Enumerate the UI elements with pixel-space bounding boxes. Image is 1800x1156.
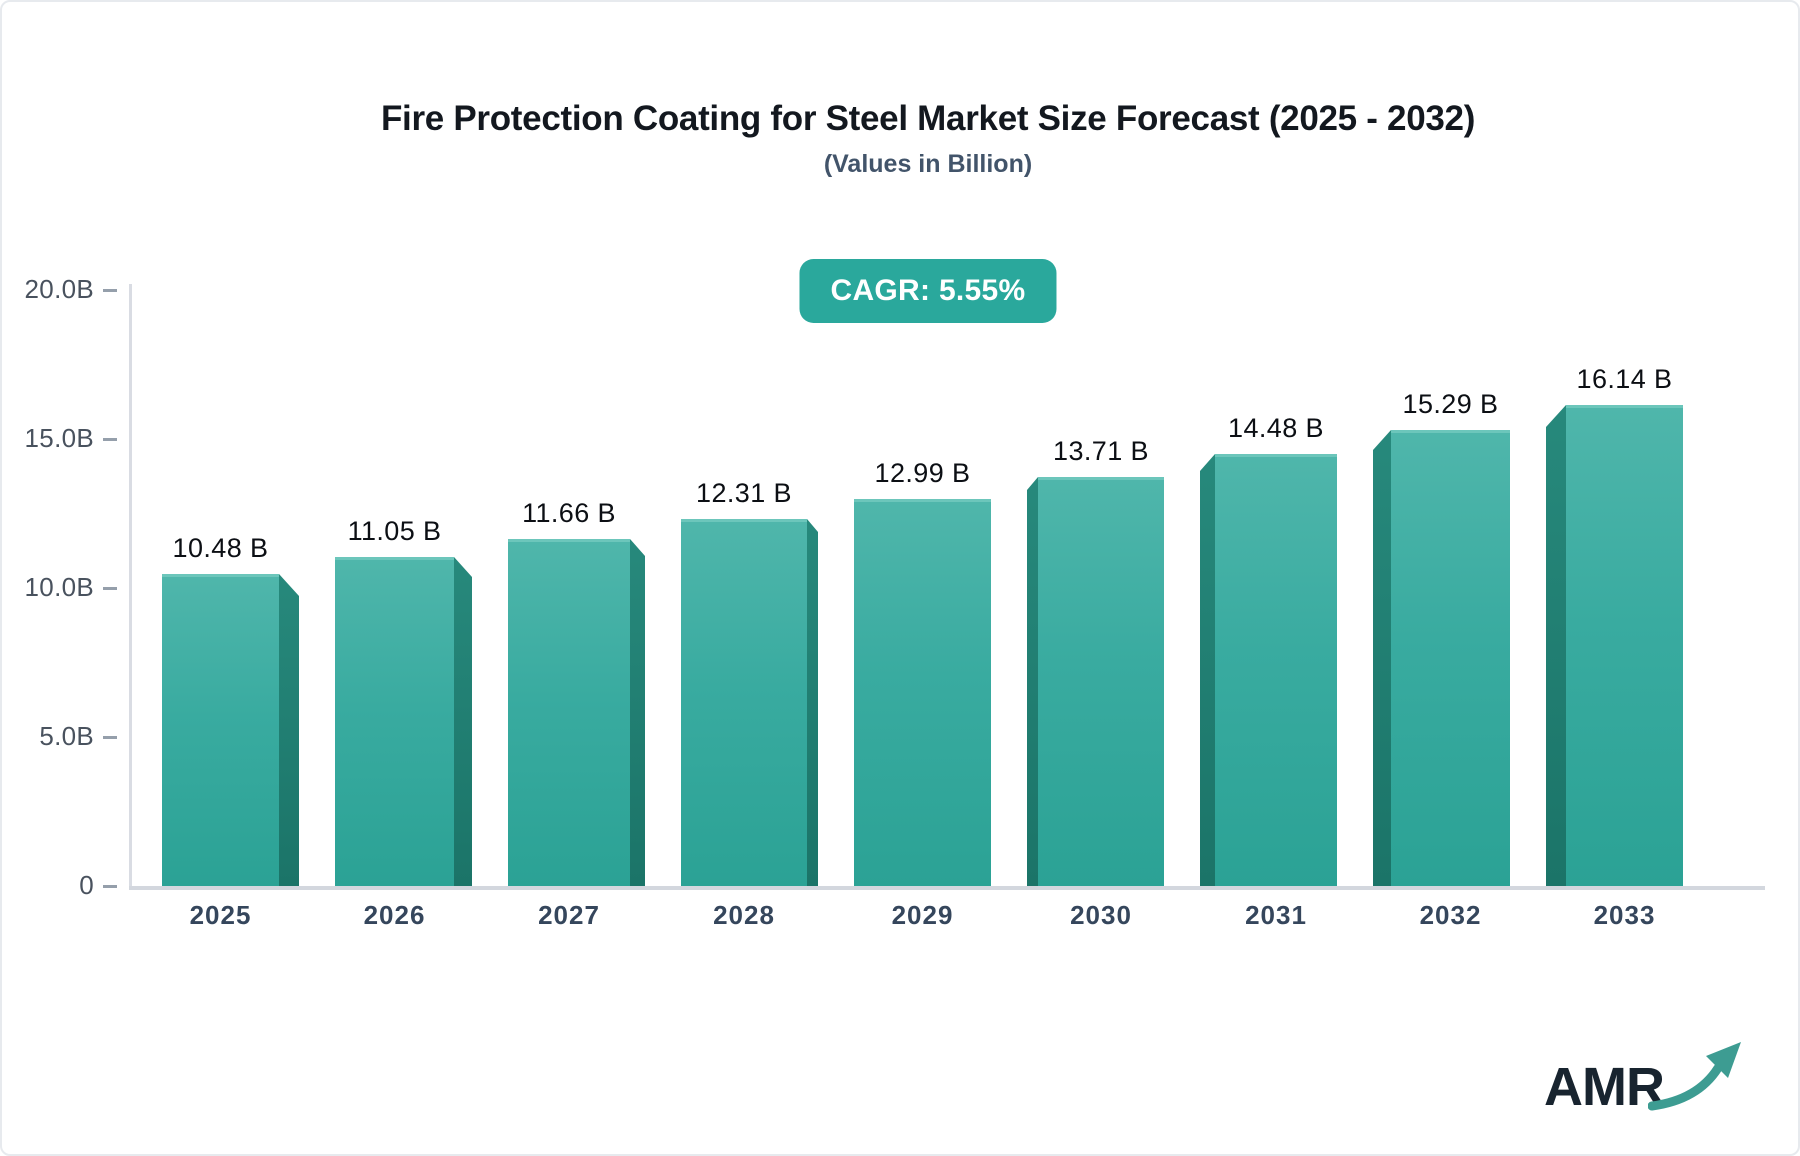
- bar-value-label-2028: 12.31 B: [696, 478, 792, 508]
- bar-side-2026: [454, 557, 472, 886]
- bar-value-label-2027: 11.66 B: [522, 498, 616, 528]
- bar-side-2031: [1200, 454, 1215, 886]
- x-axis-label-2028: 2028: [713, 900, 775, 930]
- x-axis-label-2026: 2026: [363, 900, 426, 930]
- amr-logo-text: AMR: [1544, 1057, 1665, 1117]
- y-axis-line: [129, 284, 132, 890]
- bar-2027: [508, 539, 630, 886]
- bar-2028: [681, 519, 807, 886]
- bar-side-2032: [1373, 430, 1391, 886]
- y-tick-label: 5.0B: [39, 721, 94, 751]
- bar-side-2033: [1546, 405, 1566, 886]
- growth-arrow-icon: [1648, 1042, 1741, 1111]
- y-tick-label: 0: [79, 870, 94, 900]
- bar-value-label-2026: 11.05 B: [347, 516, 442, 546]
- bar-2033: [1566, 405, 1683, 886]
- bar-value-label-2033: 16.14 B: [1576, 364, 1673, 394]
- bar-2031: [1215, 454, 1337, 886]
- bar-2029: [854, 499, 991, 886]
- y-tick-label: 20.0B: [24, 274, 94, 304]
- x-axis-line: [129, 886, 1765, 890]
- y-tick-label: 10.0B: [24, 572, 94, 602]
- y-tick-mark: [103, 289, 117, 292]
- bar-value-label-2031: 14.48 B: [1228, 413, 1324, 443]
- y-tick-mark: [103, 736, 117, 739]
- bar-value-label-2025: 10.48 B: [172, 533, 269, 563]
- bar-side-2028: [807, 519, 818, 886]
- bar-side-2025: [279, 574, 299, 886]
- bar-value-label-2030: 13.71 B: [1053, 436, 1149, 466]
- bar-2025: [162, 574, 279, 886]
- x-axis-label-2025: 2025: [189, 900, 252, 930]
- bar-side-2030: [1027, 477, 1038, 886]
- y-tick-label: 15.0B: [24, 423, 94, 453]
- amr-logo: AMR: [1544, 1040, 1748, 1114]
- cagr-badge: CAGR: 5.55%: [799, 259, 1057, 323]
- y-tick-mark: [103, 885, 117, 888]
- bar-2030: [1038, 477, 1164, 886]
- x-axis-label-2030: 2030: [1070, 900, 1132, 930]
- x-axis-label-2029: 2029: [891, 900, 954, 930]
- y-tick-mark: [103, 438, 117, 441]
- x-axis-label-2032: 2032: [1419, 900, 1482, 930]
- bar-side-2027: [630, 539, 645, 886]
- x-axis-label-2027: 2027: [538, 900, 600, 930]
- bar-2032: [1391, 430, 1510, 886]
- bar-2026: [335, 557, 454, 886]
- x-axis-label-2033: 2033: [1593, 900, 1656, 930]
- y-tick-mark: [103, 587, 117, 590]
- bar-value-label-2029: 12.99 B: [874, 458, 971, 488]
- bar-value-label-2032: 15.29 B: [1402, 389, 1499, 419]
- x-axis-label-2031: 2031: [1245, 900, 1307, 930]
